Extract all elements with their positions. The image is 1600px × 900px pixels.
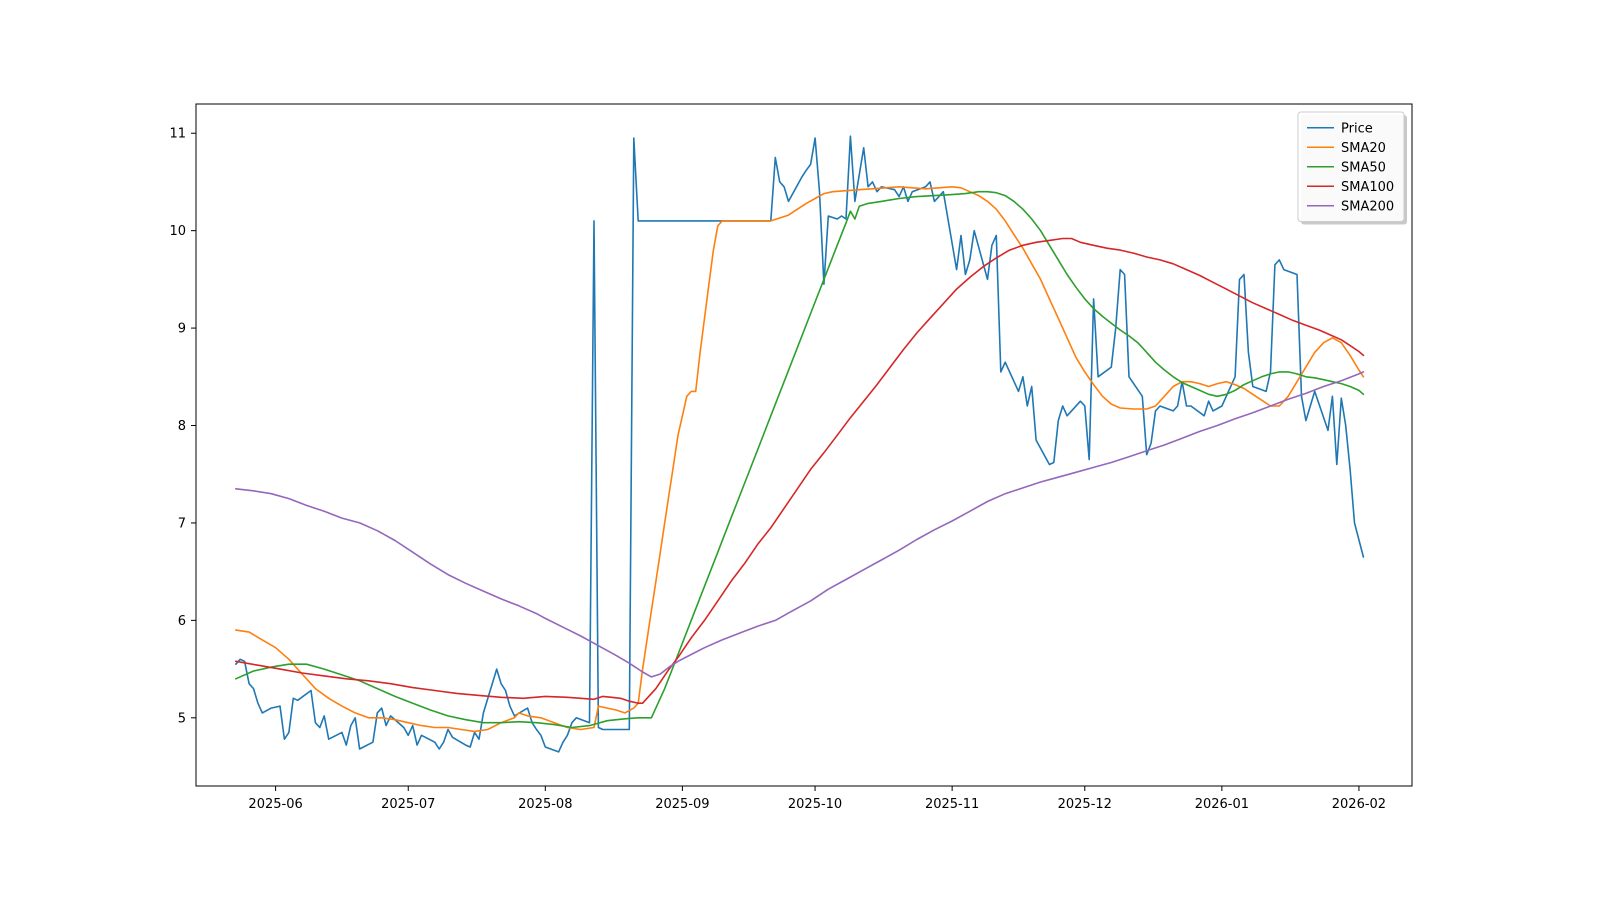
x-tick-label: 2025-06 — [248, 797, 302, 812]
y-tick-label: 9 — [178, 322, 186, 337]
y-tick-label: 10 — [169, 224, 186, 239]
x-tick-label: 2025-12 — [1058, 797, 1112, 812]
series-line-sma200 — [235, 371, 1365, 678]
series-line-sma100 — [235, 237, 1365, 705]
legend-label-sma200: SMA200 — [1341, 199, 1394, 214]
x-tick-label: 2025-11 — [925, 797, 979, 812]
series-line-price — [235, 135, 1365, 753]
x-tick-label: 2026-02 — [1332, 797, 1386, 812]
legend: Price SMA20 SMA50 SMA100 SMA200 — [1297, 111, 1407, 225]
series-line-sma20 — [235, 186, 1365, 733]
x-tick-label: 2025-10 — [788, 797, 842, 812]
legend-label-price: Price — [1341, 121, 1373, 136]
y-tick-label: 8 — [178, 419, 186, 434]
y-tick-label: 11 — [169, 127, 186, 142]
x-tick-label: 2025-07 — [381, 797, 435, 812]
legend-label-sma100: SMA100 — [1341, 180, 1394, 195]
x-tick-label: 2025-08 — [518, 797, 572, 812]
y-tick-label: 7 — [178, 516, 186, 531]
plot-frame — [195, 103, 1413, 787]
y-tick-label: 5 — [178, 711, 186, 726]
legend-box — [1297, 111, 1405, 222]
legend-label-sma50: SMA50 — [1341, 160, 1386, 175]
plot-background — [196, 104, 1412, 786]
y-tick-label: 6 — [178, 614, 186, 629]
x-tick-label: 2025-09 — [655, 797, 709, 812]
x-tick-label: 2026-01 — [1195, 797, 1249, 812]
legend-label-sma20: SMA20 — [1341, 141, 1386, 156]
series-line-sma50 — [235, 190, 1365, 729]
